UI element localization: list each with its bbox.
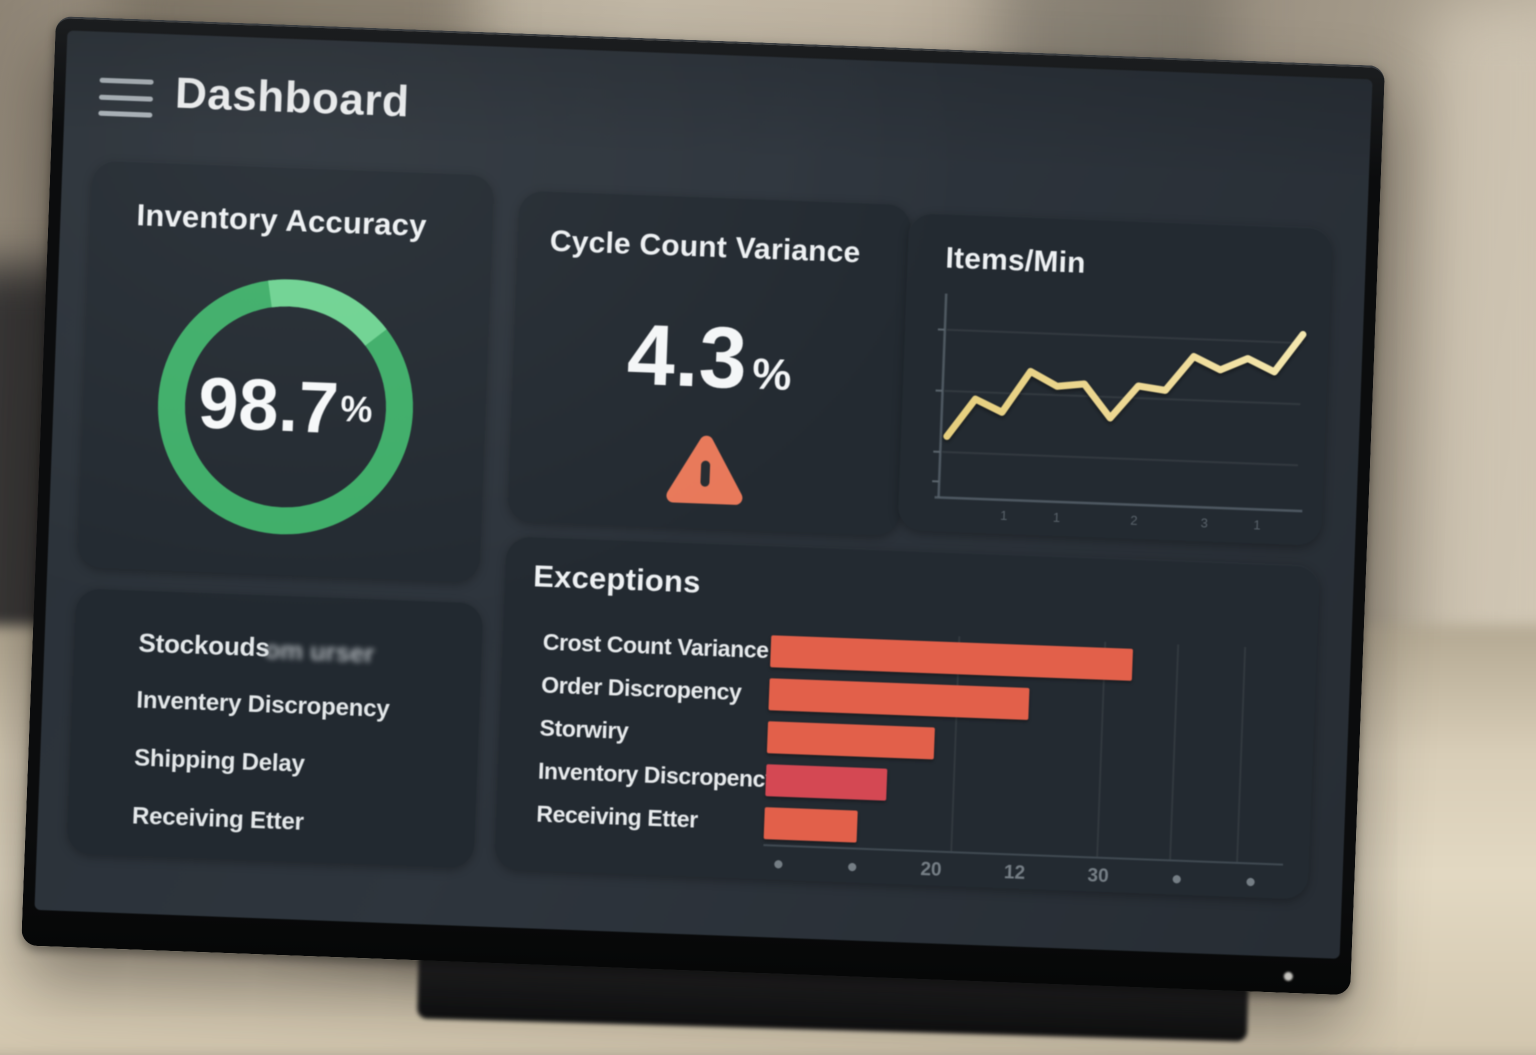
x-axis-tick: ● xyxy=(772,853,784,875)
x-axis-tick: 30 xyxy=(1087,865,1109,888)
exceptions-bar-chart: Crost Count Variance Order Discropency Sto… xyxy=(535,621,1292,893)
page-title: Dashboard xyxy=(174,69,410,128)
accuracy-donut-chart: 98.7 % xyxy=(138,260,432,554)
card-title: Inventory Accuracy xyxy=(136,197,427,244)
card-items-per-min: Items/Min 1 1 2 3 1 xyxy=(897,212,1333,546)
card-inventory-accuracy: Inventory Accuracy 98.7 % xyxy=(77,159,494,582)
exception-bar xyxy=(765,764,887,801)
power-led xyxy=(1284,972,1293,981)
card-title: Exceptions xyxy=(533,558,702,600)
chart-gridlines xyxy=(942,330,1302,465)
svg-text:1: 1 xyxy=(1053,510,1061,525)
percent-sign: % xyxy=(751,349,792,399)
exception-bar xyxy=(768,678,1029,720)
svg-text:1: 1 xyxy=(1253,517,1261,532)
card-exceptions: Exceptions Crost Count Variance Order Dis… xyxy=(494,535,1320,899)
exception-bar xyxy=(764,807,858,842)
x-axis xyxy=(935,497,1303,511)
svg-text:3: 3 xyxy=(1200,515,1208,530)
svg-text:1: 1 xyxy=(1000,508,1008,523)
line-chart-svg: 1 1 2 3 1 xyxy=(910,281,1321,540)
variance-value: 4.3 xyxy=(626,307,749,407)
exception-label: Storwiry xyxy=(539,715,768,751)
exception-label: Crost Count Variance xyxy=(542,629,771,665)
items-per-min-line-chart: 1 1 2 3 1 xyxy=(910,281,1321,540)
exception-label: Inventory Discropency xyxy=(538,758,767,794)
x-axis-tick: ● xyxy=(1244,871,1256,893)
x-axis-tick: ● xyxy=(846,856,858,878)
x-axis-ticks: 1 1 2 3 1 xyxy=(1000,508,1261,533)
hamburger-icon xyxy=(99,94,153,101)
list-item: Receiving Etter xyxy=(131,787,462,857)
monitor-bezel: Dashboard Inventory Accuracy 98.7 % Cycl… xyxy=(21,16,1385,995)
x-axis-tick: ● xyxy=(1171,868,1183,890)
percent-sign: % xyxy=(340,388,374,431)
menu-button[interactable] xyxy=(98,78,153,118)
hamburger-icon xyxy=(100,78,154,85)
list-item-label: Receiving Etter xyxy=(132,802,305,836)
card-title: Cycle Count Variance xyxy=(549,225,861,271)
accuracy-readout: 98.7 % xyxy=(138,260,432,554)
list-item-label: Stockouds xyxy=(138,627,270,663)
card-title: Items/Min xyxy=(945,242,1086,281)
svg-text:2: 2 xyxy=(1130,513,1138,528)
exception-label: Order Discropency xyxy=(541,672,770,708)
exception-label: Receiving Etter xyxy=(536,801,765,837)
blurred-ghost-text: om urser xyxy=(264,634,375,669)
variance-readout: 4.3% xyxy=(512,301,907,415)
exception-bar xyxy=(767,721,935,759)
background-blur-shape xyxy=(1428,0,1536,717)
list-item-label: Inventery Discropency xyxy=(136,687,390,724)
card-cycle-count-variance: Cycle Count Variance 4.3% xyxy=(507,190,911,536)
x-axis-tick: 12 xyxy=(1004,862,1026,885)
x-axis-tick: 20 xyxy=(920,859,942,882)
warning-triangle-icon xyxy=(663,433,748,510)
accuracy-value: 98.7 xyxy=(197,363,340,450)
y-axis xyxy=(939,294,947,498)
list-item-label: Shipping Delay xyxy=(134,744,305,778)
hamburger-icon xyxy=(98,111,152,118)
dashboard-screen: Dashboard Inventory Accuracy 98.7 % Cycl… xyxy=(34,30,1372,958)
